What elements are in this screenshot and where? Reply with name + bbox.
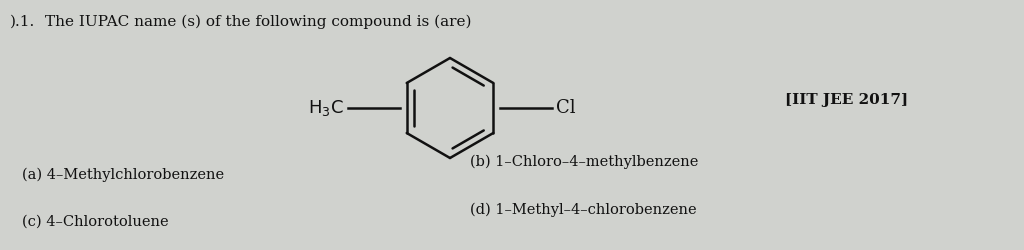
Text: (a) 4–Methylchlorobenzene: (a) 4–Methylchlorobenzene bbox=[22, 168, 224, 182]
Text: (d) 1–Methyl–4–chlorobenzene: (d) 1–Methyl–4–chlorobenzene bbox=[470, 203, 696, 217]
Text: (c) 4–Chlorotoluene: (c) 4–Chlorotoluene bbox=[22, 215, 169, 229]
Text: The IUPAC name (s) of the following compound is (are): The IUPAC name (s) of the following comp… bbox=[45, 15, 471, 30]
Text: [IIT JEE 2017]: [IIT JEE 2017] bbox=[785, 93, 908, 107]
Text: (b) 1–Chloro–4–methylbenzene: (b) 1–Chloro–4–methylbenzene bbox=[470, 155, 698, 169]
Text: Cl: Cl bbox=[556, 99, 575, 117]
Text: $\mathrm{H_3C}$: $\mathrm{H_3C}$ bbox=[308, 98, 344, 118]
Text: ).1.: ).1. bbox=[10, 15, 35, 29]
